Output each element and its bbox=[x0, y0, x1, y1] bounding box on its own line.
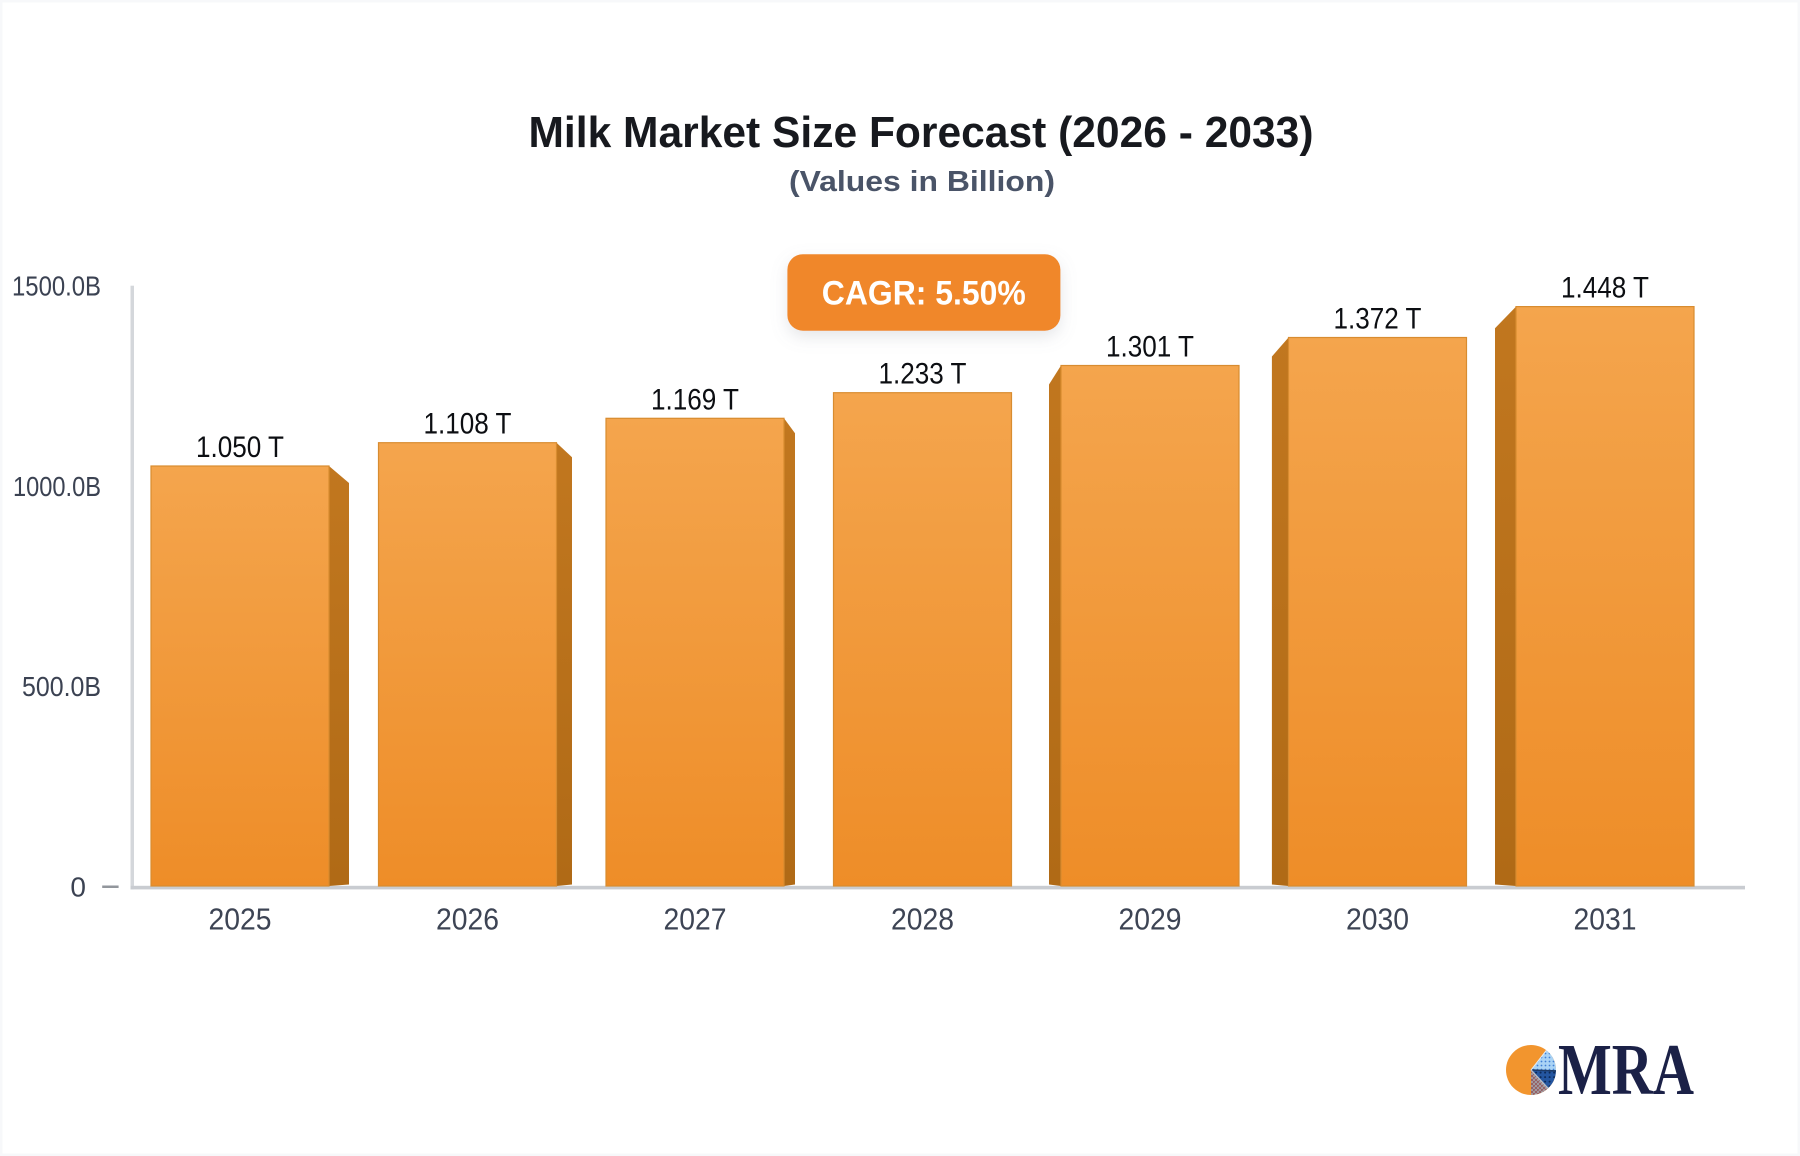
svg-text:1.448 T: 1.448 T bbox=[1561, 272, 1649, 305]
svg-text:MRA: MRA bbox=[1558, 1029, 1694, 1110]
svg-text:2026: 2026 bbox=[436, 902, 499, 937]
svg-text:1.169 T: 1.169 T bbox=[651, 383, 739, 416]
svg-text:1.108 T: 1.108 T bbox=[424, 408, 512, 441]
svg-text:2028: 2028 bbox=[891, 902, 954, 937]
svg-text:1000.0B: 1000.0B bbox=[13, 471, 101, 502]
svg-text:2027: 2027 bbox=[664, 902, 727, 937]
svg-text:Milk Market Size Forecast (202: Milk Market Size Forecast (2026 - 2033) bbox=[529, 108, 1314, 157]
svg-text:CAGR: 5.50%: CAGR: 5.50% bbox=[822, 275, 1026, 313]
svg-text:1500.0B: 1500.0B bbox=[12, 271, 101, 302]
svg-text:(Values in Billion): (Values in Billion) bbox=[789, 166, 1055, 198]
svg-text:1.372 T: 1.372 T bbox=[1334, 303, 1422, 336]
svg-text:0: 0 bbox=[70, 872, 86, 903]
svg-text:2025: 2025 bbox=[209, 902, 272, 937]
svg-text:2029: 2029 bbox=[1119, 902, 1182, 937]
svg-text:2031: 2031 bbox=[1574, 902, 1637, 937]
svg-text:500.0B: 500.0B bbox=[22, 671, 101, 702]
svg-text:1.233 T: 1.233 T bbox=[879, 358, 967, 391]
svg-text:1.050 T: 1.050 T bbox=[196, 431, 284, 464]
svg-text:2030: 2030 bbox=[1346, 902, 1409, 937]
svg-text:1.301 T: 1.301 T bbox=[1106, 331, 1194, 364]
